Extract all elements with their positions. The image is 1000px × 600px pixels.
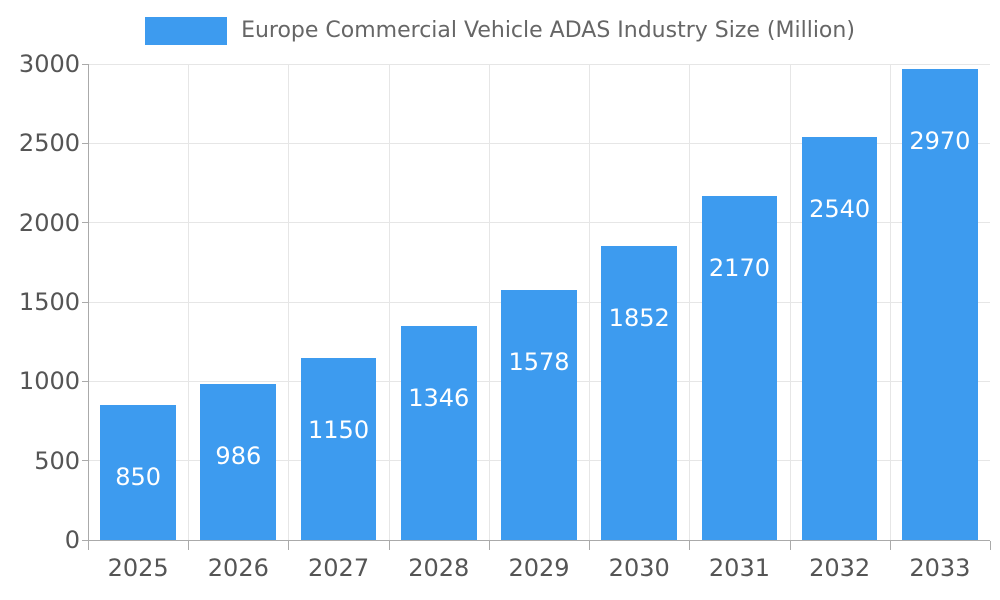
bar[interactable] bbox=[501, 289, 577, 540]
x-tick-label: 2028 bbox=[408, 554, 470, 582]
bar[interactable] bbox=[801, 137, 878, 540]
y-tick-mark bbox=[82, 301, 89, 303]
bar[interactable] bbox=[902, 68, 978, 540]
gridline-horizontal bbox=[88, 142, 990, 144]
y-tick-mark bbox=[82, 539, 89, 541]
bar-value-label: 850 bbox=[115, 463, 162, 492]
x-tick-label: 2032 bbox=[809, 554, 871, 582]
y-tick-label: 2500 bbox=[18, 129, 80, 158]
x-tick-label: 2033 bbox=[909, 554, 971, 582]
gridline-vertical bbox=[889, 64, 891, 540]
x-tick-mark bbox=[889, 541, 891, 550]
x-tick-mark bbox=[689, 541, 691, 550]
gridline-vertical bbox=[789, 64, 791, 540]
gridline-vertical bbox=[689, 64, 691, 540]
legend-item[interactable]: Europe Commercial Vehicle ADAS Industry … bbox=[145, 17, 855, 45]
y-tick-mark bbox=[82, 63, 89, 65]
bar[interactable] bbox=[601, 246, 678, 540]
y-axis-ticks: 0 500 1000 1500 2000 2500 3000 bbox=[0, 0, 89, 600]
legend-label: Europe Commercial Vehicle ADAS Industry … bbox=[241, 18, 855, 43]
legend-color-swatch bbox=[145, 17, 228, 45]
x-tick-mark bbox=[188, 541, 190, 550]
chart-legend: Europe Commercial Vehicle ADAS Industry … bbox=[0, 12, 1000, 50]
x-tick-label: 2030 bbox=[608, 554, 670, 582]
bar-value-label: 986 bbox=[215, 441, 262, 470]
bar[interactable] bbox=[200, 383, 277, 540]
x-tick-mark bbox=[288, 541, 290, 550]
bar-value-label: 1150 bbox=[308, 415, 370, 444]
bar-value-label: 2170 bbox=[708, 253, 770, 282]
y-tick-label: 1000 bbox=[18, 367, 80, 396]
bar-value-label: 1852 bbox=[608, 304, 670, 333]
gridline-horizontal bbox=[88, 63, 990, 65]
bar[interactable] bbox=[300, 357, 377, 540]
x-tick-label: 2025 bbox=[107, 554, 169, 582]
y-tick-label: 0 bbox=[64, 526, 80, 554]
gridline-vertical bbox=[188, 64, 190, 540]
bar[interactable] bbox=[701, 195, 778, 540]
plot-area: 850 986 1150 1346 1578 1852 2170 2540 2970 bbox=[88, 63, 990, 541]
bar-value-label: 1578 bbox=[508, 347, 570, 376]
y-tick-mark bbox=[82, 142, 89, 144]
bar-value-label: 2970 bbox=[909, 126, 971, 155]
y-tick-mark bbox=[82, 222, 89, 224]
x-tick-mark bbox=[488, 541, 490, 550]
y-tick-mark bbox=[82, 460, 89, 462]
x-tick-label: 2029 bbox=[508, 554, 570, 582]
y-tick-mark bbox=[82, 380, 89, 382]
x-tick-mark bbox=[789, 541, 791, 550]
bar-value-label: 2540 bbox=[809, 194, 871, 223]
y-tick-label: 3000 bbox=[18, 50, 80, 78]
gridline-vertical bbox=[288, 64, 290, 540]
gridline-vertical bbox=[388, 64, 390, 540]
y-tick-label: 1500 bbox=[18, 288, 80, 316]
x-tick-label: 2026 bbox=[207, 554, 269, 582]
x-tick-mark bbox=[88, 541, 89, 550]
x-tick-label: 2027 bbox=[308, 554, 370, 582]
x-axis-line bbox=[88, 540, 990, 541]
x-tick-mark bbox=[990, 541, 991, 550]
x-tick-mark bbox=[589, 541, 591, 550]
y-tick-label: 500 bbox=[34, 446, 80, 475]
x-tick-label: 2031 bbox=[708, 554, 770, 582]
x-tick-mark bbox=[388, 541, 390, 550]
gridline-vertical bbox=[488, 64, 490, 540]
bar[interactable] bbox=[100, 405, 176, 540]
gridline-vertical bbox=[589, 64, 591, 540]
bar[interactable] bbox=[400, 326, 477, 540]
bar-value-label: 1346 bbox=[408, 384, 470, 413]
gridline-horizontal bbox=[88, 222, 990, 224]
y-tick-label: 2000 bbox=[18, 208, 80, 237]
